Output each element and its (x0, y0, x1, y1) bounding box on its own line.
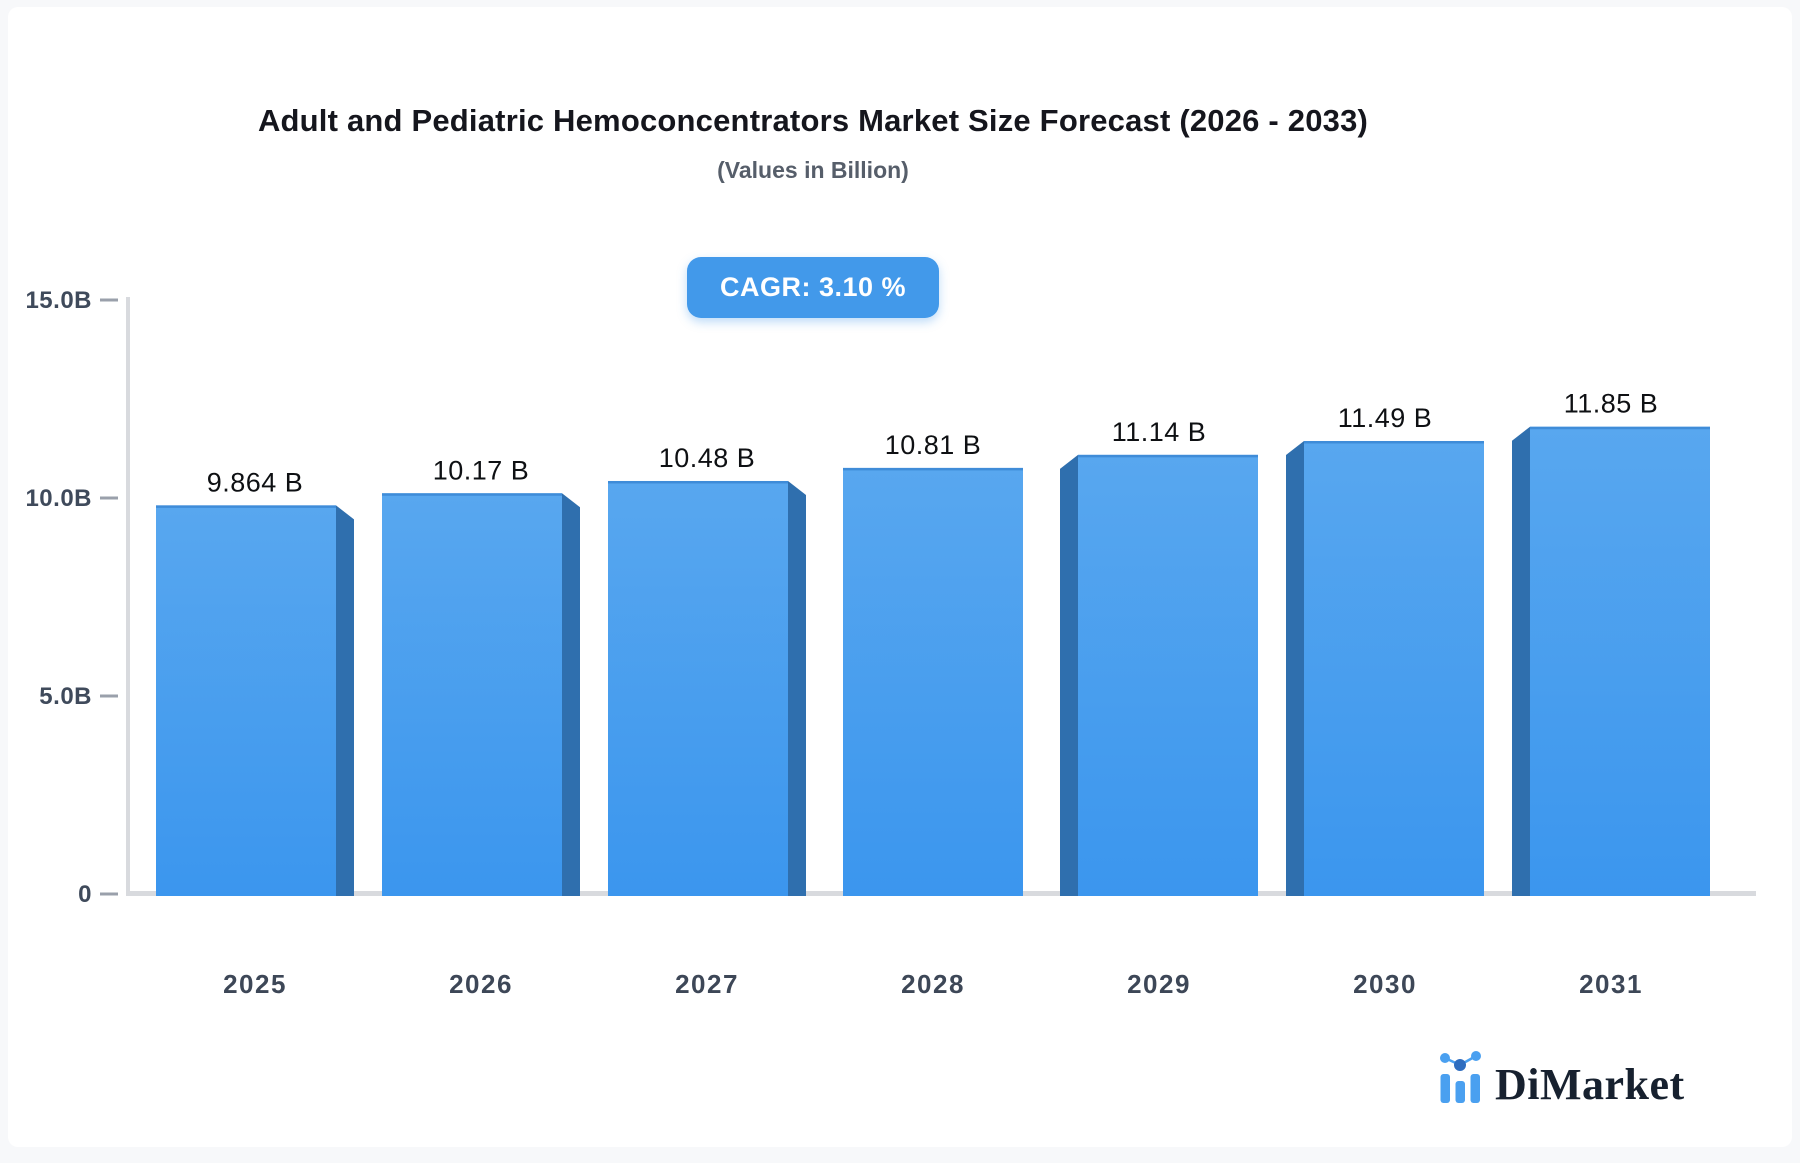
value-label-2025: 9.864 B (207, 467, 304, 497)
category-label-2025: 2025 (223, 969, 287, 999)
bar-side-3d (562, 493, 580, 896)
value-label-2028: 10.81 B (885, 430, 982, 460)
bar-top-edge (608, 480, 788, 484)
cagr-badge-label: CAGR: 3.10 % (719, 272, 907, 302)
category-label-2026: 2026 (449, 969, 513, 999)
bar-top-edge (382, 493, 562, 496)
bar-2026[interactable] (382, 493, 562, 896)
y-tick-mark (100, 892, 118, 896)
bar-group-2028: 10.81 B 2028 (843, 430, 1023, 999)
bar-group-2029: 11.14 B 2029 (1060, 417, 1258, 999)
category-label-2030: 2030 (1353, 969, 1417, 999)
bar-side-3d (336, 505, 354, 896)
bar-side-3d (788, 480, 806, 896)
bar-2030[interactable] (1304, 440, 1484, 896)
bar-top-edge (1078, 454, 1258, 458)
bar-side-3d (1512, 426, 1530, 896)
y-tick-mark (100, 496, 118, 500)
chart-subtitle: (Values in Billion) (717, 157, 909, 183)
value-label-2029: 11.14 B (1112, 417, 1207, 447)
chart-title: Adult and Pediatric Hemoconcentrators Ma… (257, 103, 1369, 138)
bar-group-2026: 10.17 B 2026 (382, 455, 580, 999)
value-label-2030: 11.49 B (1338, 403, 1433, 433)
bar-2029[interactable] (1078, 454, 1258, 896)
category-label-2029: 2029 (1127, 969, 1191, 999)
bar-2028[interactable] (843, 467, 1023, 896)
bar-2031[interactable] (1530, 426, 1710, 896)
bar-group-2031: 11.85 B 2031 (1512, 389, 1710, 999)
bar-top-edge (156, 505, 336, 508)
y-tick-mark (100, 694, 118, 698)
category-label-2031: 2031 (1579, 969, 1643, 999)
value-label-2031: 11.85 B (1564, 389, 1659, 419)
bar-chart-dots-icon (1440, 1051, 1481, 1103)
bar-group-2030: 11.49 B 2030 (1286, 403, 1484, 999)
chart-card: Adult and Pediatric Hemoconcentrators Ma… (8, 7, 1792, 1147)
bar-group-2025: 9.864 B 2025 (156, 467, 354, 999)
value-label-2026: 10.17 B (433, 455, 530, 485)
bar-top-edge (1304, 440, 1484, 444)
bar-top-edge (1530, 426, 1710, 430)
logo-text: DiMarket (1495, 1060, 1685, 1109)
cagr-badge: CAGR: 3.10 % (686, 257, 940, 318)
bar-side-3d (1286, 440, 1304, 896)
cagr-badge-row: CAGR: 3.10 % (8, 257, 1618, 318)
y-tick-label-10.0B: 10.0B (25, 485, 92, 512)
bar-2025[interactable] (156, 505, 336, 896)
y-tick-label-15.0B: 15.0B (25, 287, 92, 314)
bar-top-edge (843, 467, 1023, 471)
y-tick-mark (100, 298, 118, 302)
y-tick-label-0: 0 (78, 881, 92, 908)
dimarket-logo: DiMarket (1436, 1045, 1685, 1107)
category-label-2027: 2027 (675, 969, 739, 999)
y-tick-label-5.0B: 5.0B (39, 683, 92, 710)
y-axis-line (126, 297, 130, 896)
bar-2027[interactable] (608, 480, 788, 896)
value-label-2027: 10.48 B (659, 443, 756, 473)
category-label-2028: 2028 (901, 969, 965, 999)
bar-group-2027: 10.48 B 2027 (608, 443, 806, 999)
bar-side-3d (1060, 454, 1078, 896)
